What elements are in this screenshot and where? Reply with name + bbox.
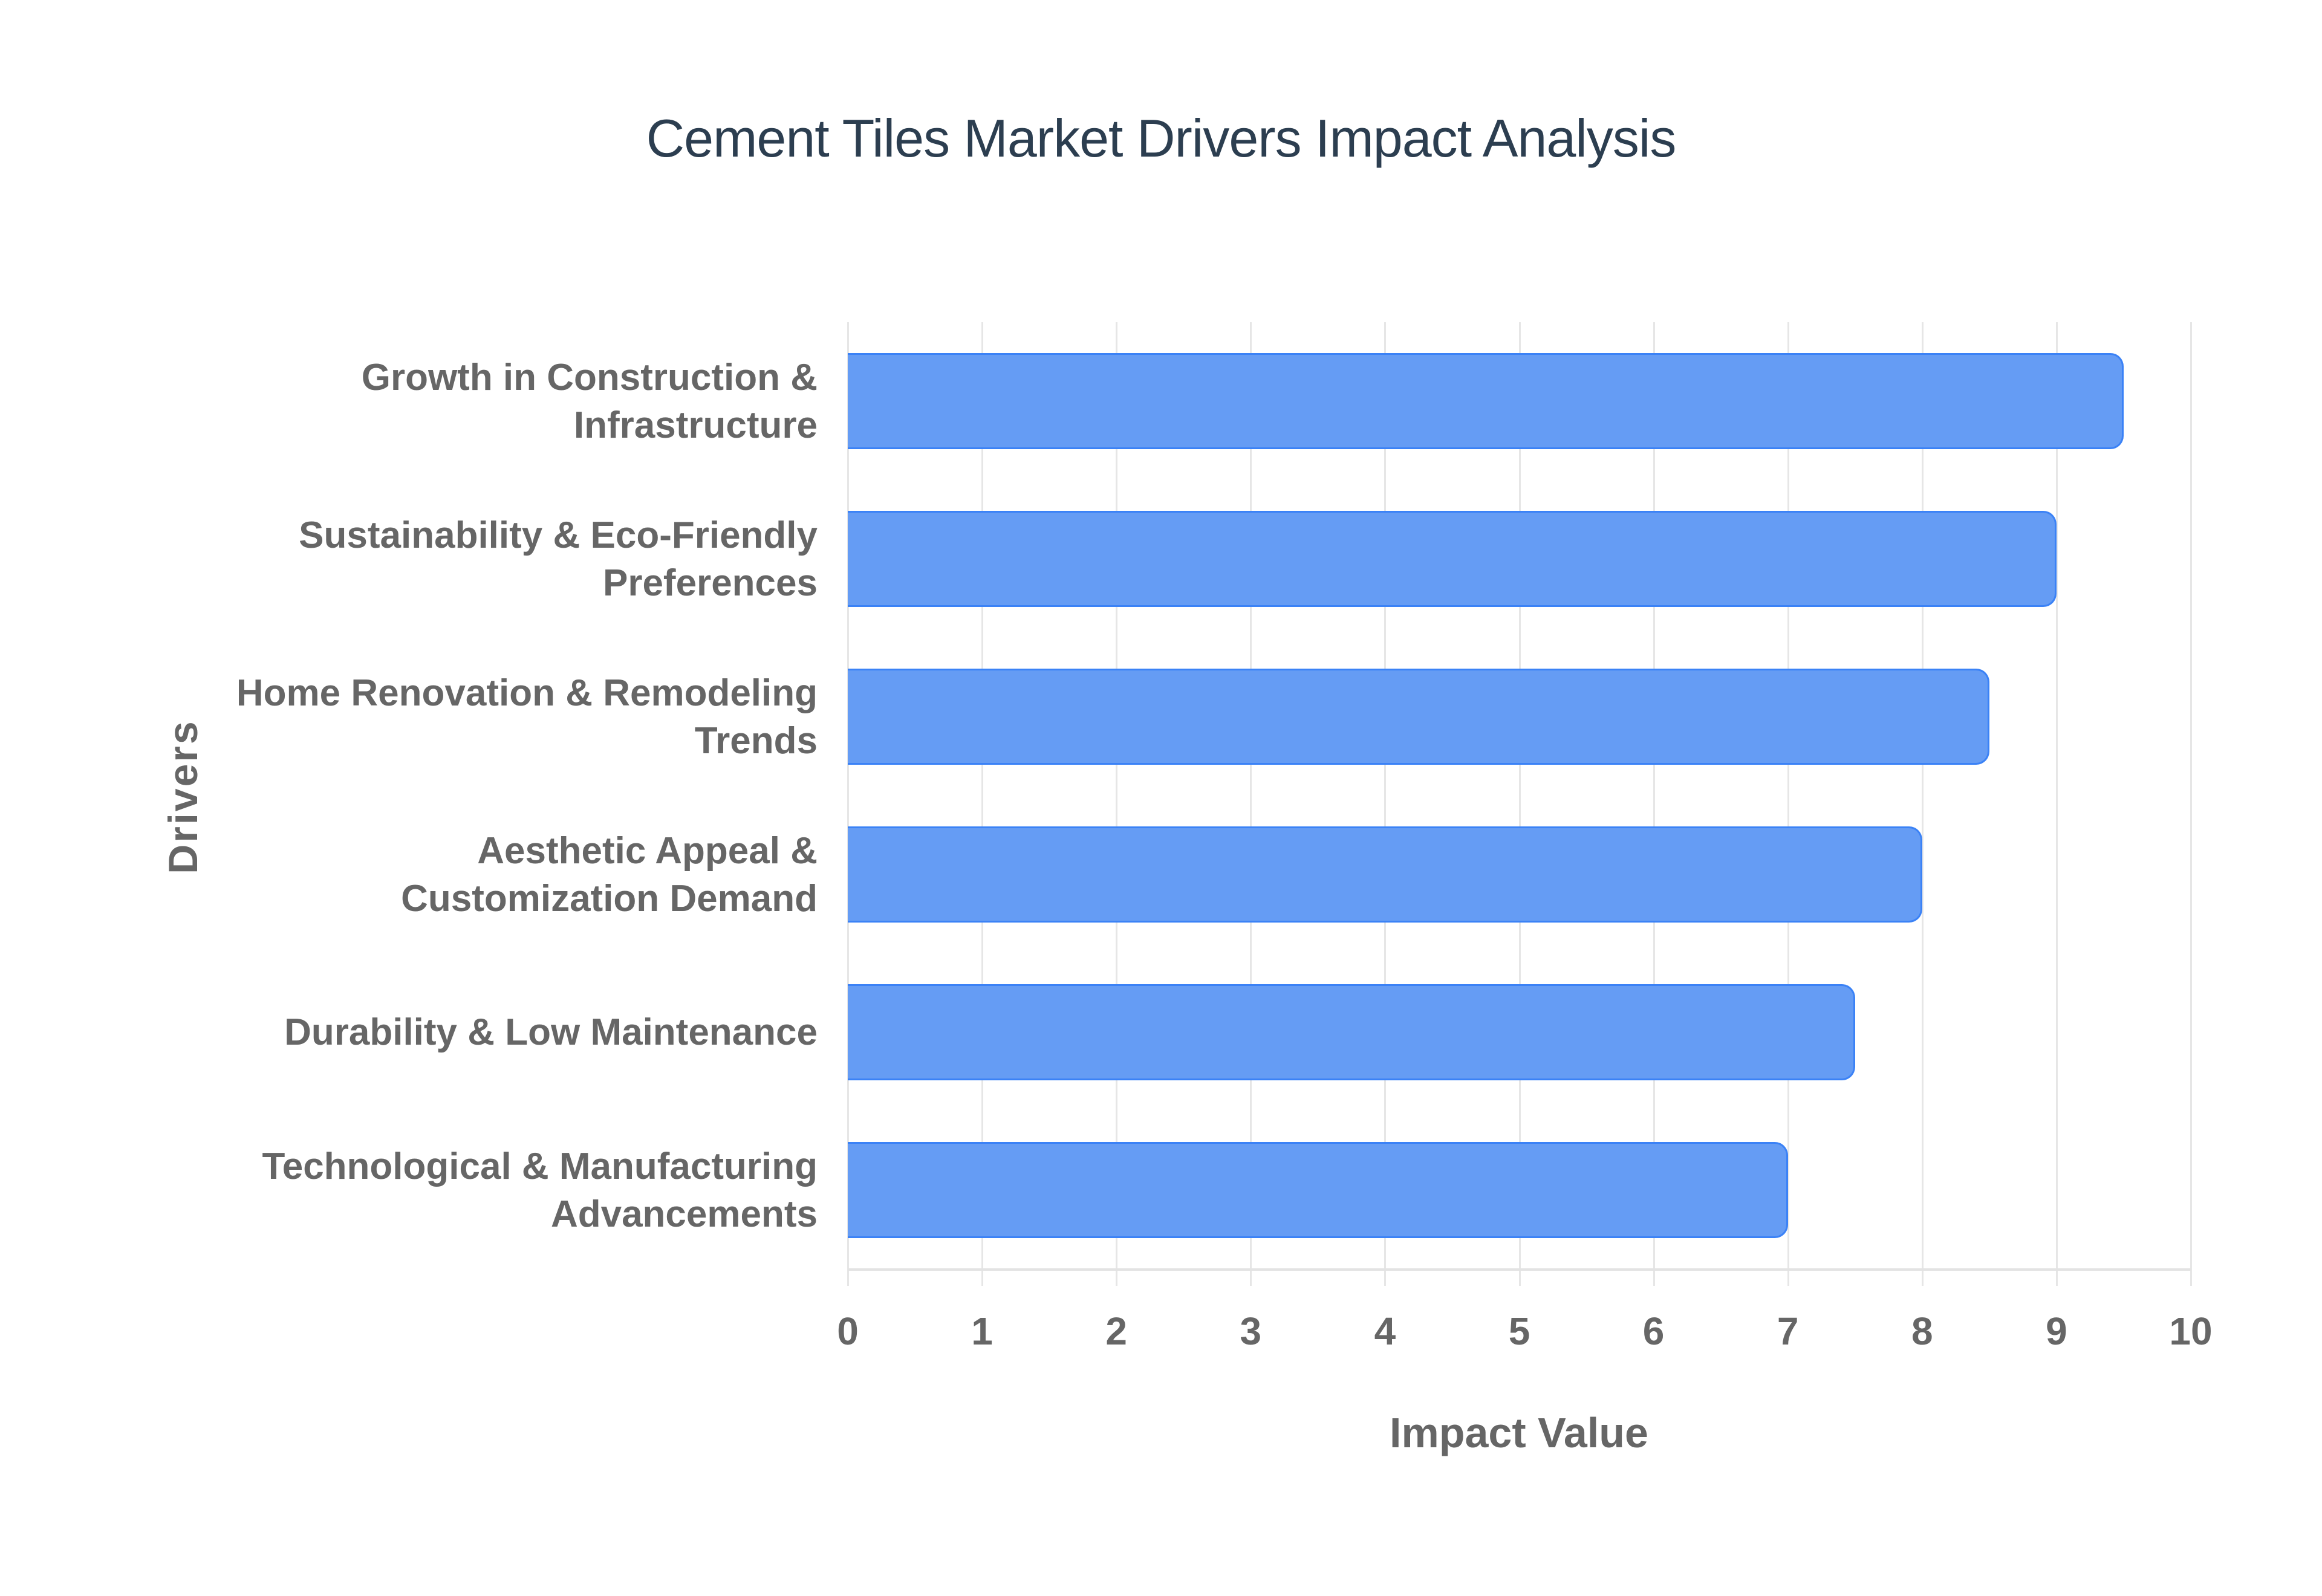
gridline-1	[981, 322, 984, 1286]
gridline-10	[2190, 322, 2192, 1286]
gridline-7	[1787, 322, 1789, 1286]
x-tick-label: 1	[971, 1309, 993, 1353]
y-category-label-line: Sustainability & Eco-Friendly	[299, 514, 818, 556]
x-tick-label: 0	[837, 1309, 859, 1353]
gridline-9	[2055, 322, 2058, 1286]
y-category-label: Aesthetic Appeal & Customization Demand	[152, 796, 818, 953]
y-category-label-line: Preferences	[602, 562, 818, 604]
y-category-label-line: Home Renovation & Remodeling	[236, 672, 818, 714]
x-tick-label: 5	[1508, 1309, 1530, 1353]
y-category-label-line: Technological & Manufacturing	[262, 1145, 818, 1187]
y-category-label: Sustainability & Eco-Friendly Preferences	[152, 480, 818, 638]
x-tick-label: 10	[2169, 1309, 2213, 1353]
x-tick-label: 6	[1642, 1309, 1665, 1353]
y-category-label: Durability & Low Maintenance	[152, 953, 818, 1111]
y-category-label-line: Durability & Low Maintenance	[284, 1011, 818, 1053]
y-category-label-line: Advancements	[550, 1193, 818, 1235]
x-tick-label: 9	[2046, 1309, 2067, 1353]
y-category-label: Home Renovation & Remodeling Trends	[152, 638, 818, 796]
gridline-3	[1250, 322, 1252, 1286]
bar[interactable]	[848, 826, 1922, 923]
gridline-2	[1116, 322, 1118, 1286]
x-axis-title: Impact Value	[1390, 1409, 1648, 1456]
y-category-label-line: Infrastructure	[573, 404, 818, 446]
gridline-8	[1921, 322, 1924, 1286]
bar[interactable]	[848, 1142, 1788, 1238]
y-category-label-line: Growth in Construction &	[361, 356, 818, 398]
bar[interactable]	[848, 984, 1855, 1080]
plot-area: 0 1 2 3 4 5 6 7 8 9 10	[837, 322, 2213, 1353]
y-category-label: Technological & Manufacturing Advancement…	[152, 1111, 818, 1269]
x-tick-label: 4	[1374, 1309, 1396, 1353]
gridline-5	[1518, 322, 1521, 1286]
bar[interactable]	[848, 511, 2057, 607]
y-category-label: Growth in Construction & Infrastructure	[152, 322, 818, 480]
y-category-label-line: Aesthetic Appeal &	[477, 829, 818, 872]
x-tick-label: 2	[1105, 1309, 1127, 1353]
x-tick-label: 8	[1911, 1309, 1933, 1353]
x-tick-label: 7	[1777, 1309, 1799, 1353]
chart-title: Cement Tiles Market Drivers Impact Analy…	[646, 108, 1677, 168]
gridline-0	[847, 322, 849, 1286]
x-axis-line	[848, 1268, 2191, 1271]
bar[interactable]	[848, 669, 1989, 765]
gridline-4	[1384, 322, 1387, 1286]
y-category-label-line: Trends	[694, 719, 818, 762]
gridline-6	[1653, 322, 1655, 1286]
x-tick-label: 3	[1240, 1309, 1262, 1353]
bar[interactable]	[848, 353, 2124, 449]
y-category-label-line: Customization Demand	[401, 877, 818, 920]
